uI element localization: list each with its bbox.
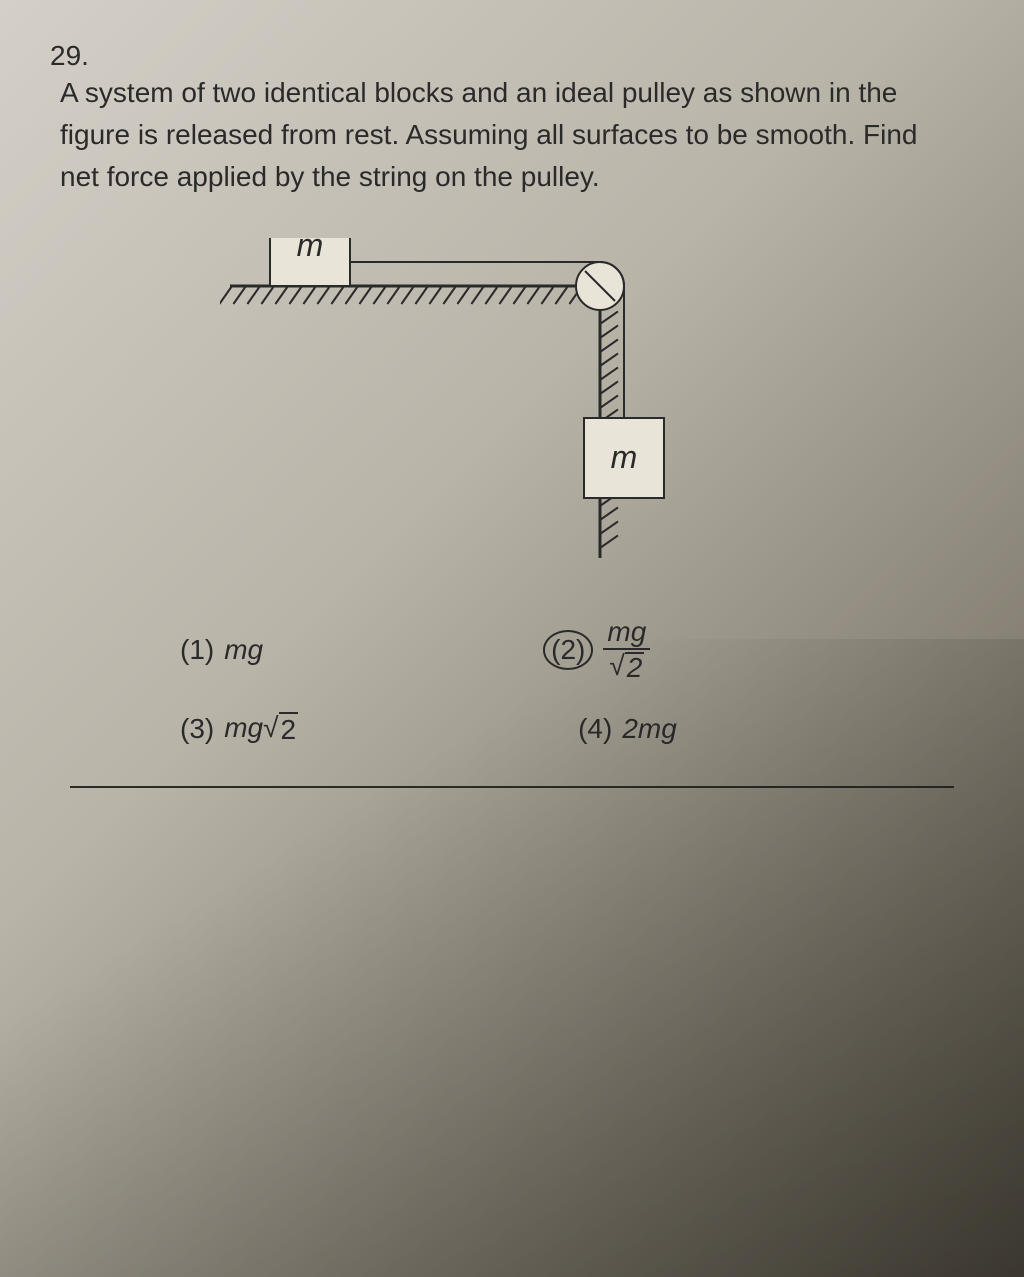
option-4-label: (4) — [578, 713, 612, 745]
svg-text:m: m — [611, 439, 638, 475]
question-number: 29. — [50, 40, 89, 72]
pulley-diagram: m m — [220, 238, 700, 578]
options-row-1: (1) mg (2) mg √2 — [180, 618, 974, 682]
option-2-fraction: mg √2 — [603, 618, 650, 682]
option-3: (3) mg√2 — [180, 712, 298, 746]
options-row-2: (3) mg√2 (4) 2mg — [180, 712, 974, 746]
question-text: A system of two identical blocks and an … — [60, 72, 940, 198]
option-3-label: (3) — [180, 713, 214, 745]
divider-line — [70, 786, 954, 788]
option-1-value: mg — [224, 634, 263, 666]
option-2-numerator: mg — [603, 618, 650, 650]
option-1-label: (1) — [180, 634, 214, 666]
question-block: 29. A system of two identical blocks and… — [50, 40, 974, 198]
option-1: (1) mg — [180, 634, 263, 666]
option-4-value: 2mg — [622, 713, 676, 745]
option-2-label: (2) — [543, 630, 593, 670]
svg-text:m: m — [297, 238, 324, 263]
option-4: (4) 2mg — [578, 713, 677, 745]
option-3-value: mg√2 — [224, 712, 298, 746]
option-2: (2) mg √2 — [543, 618, 650, 682]
option-2-denominator: √2 — [609, 650, 644, 682]
diagram-svg: m m — [220, 238, 700, 578]
